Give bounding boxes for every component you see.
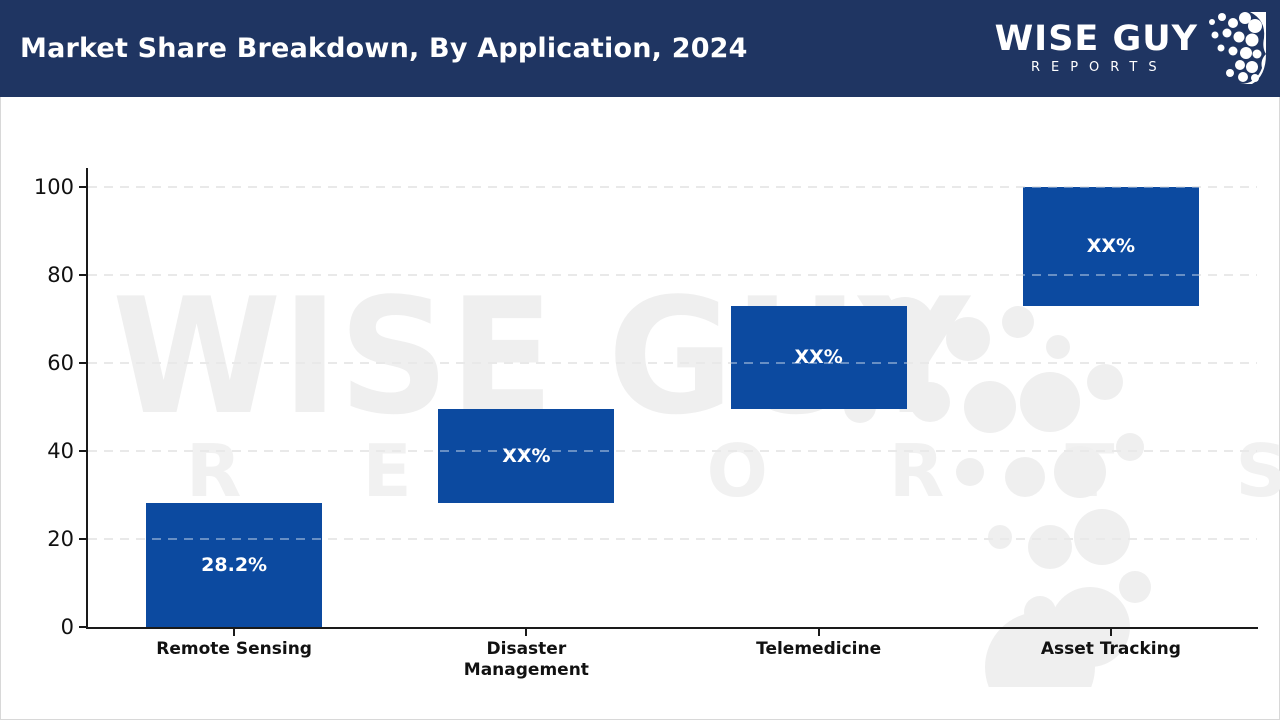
header-bar: Market Share Breakdown, By Application, … xyxy=(0,0,1280,97)
bar-value-label: XX% xyxy=(1086,235,1136,258)
bar-segment xyxy=(1022,187,1199,306)
gridline-overlay xyxy=(88,538,1257,540)
y-axis-tick xyxy=(79,626,86,628)
y-tick-label: 80 xyxy=(47,263,74,287)
y-tick-label: 100 xyxy=(33,175,74,199)
gridline xyxy=(88,274,1257,276)
y-axis-tick xyxy=(79,538,86,540)
gridline-overlay xyxy=(88,362,1257,364)
page-title: Market Share Breakdown, By Application, … xyxy=(20,33,748,64)
bar-value-label: XX% xyxy=(502,444,551,467)
bar-value-label: XX% xyxy=(794,346,843,369)
x-axis-tick xyxy=(233,629,236,636)
chart-area: WISE GUY R E P O R T S 0 20 40 60 80 100 28.2%… xyxy=(0,97,1280,720)
category-label: Remote Sensing xyxy=(156,639,312,659)
y-tick-label: 20 xyxy=(47,527,74,551)
y-axis-tick xyxy=(79,186,86,188)
logo-wordmark: WISE GUY xyxy=(994,19,1198,59)
dotted-profile-face-icon xyxy=(1209,12,1266,84)
gridline xyxy=(88,450,1257,452)
category-label: Telemedicine xyxy=(756,639,882,659)
wise-guy-logo: WISE GUY REPORTS xyxy=(995,10,1266,86)
gridline xyxy=(88,538,1257,540)
y-axis-tick xyxy=(79,362,86,364)
category-label: Asset Tracking xyxy=(1040,639,1181,659)
bar-value-label: 28.2% xyxy=(201,553,268,576)
gridline-overlay xyxy=(88,274,1257,276)
category-label: Disaster Management xyxy=(463,639,589,680)
x-axis-tick xyxy=(1109,629,1112,636)
bar-segment xyxy=(730,305,907,409)
x-axis-tick xyxy=(817,629,820,636)
logo-text: WISE GUY REPORTS xyxy=(994,19,1198,75)
gridline xyxy=(88,362,1257,364)
gridline xyxy=(88,186,1257,188)
y-axis-tick xyxy=(79,450,86,452)
x-axis-line xyxy=(86,627,1258,629)
y-axis-tick xyxy=(79,274,86,276)
y-axis-line xyxy=(86,168,88,629)
y-tick-label: 0 xyxy=(60,615,74,639)
logo-subtitle: REPORTS xyxy=(1030,60,1168,75)
gridline-overlay xyxy=(88,450,1257,452)
y-tick-label: 40 xyxy=(47,439,74,463)
y-tick-label: 60 xyxy=(47,351,74,375)
bar-segment xyxy=(146,502,323,627)
bar-segment xyxy=(438,408,615,503)
gridline-overlay xyxy=(88,186,1257,188)
x-axis-tick xyxy=(525,629,528,636)
